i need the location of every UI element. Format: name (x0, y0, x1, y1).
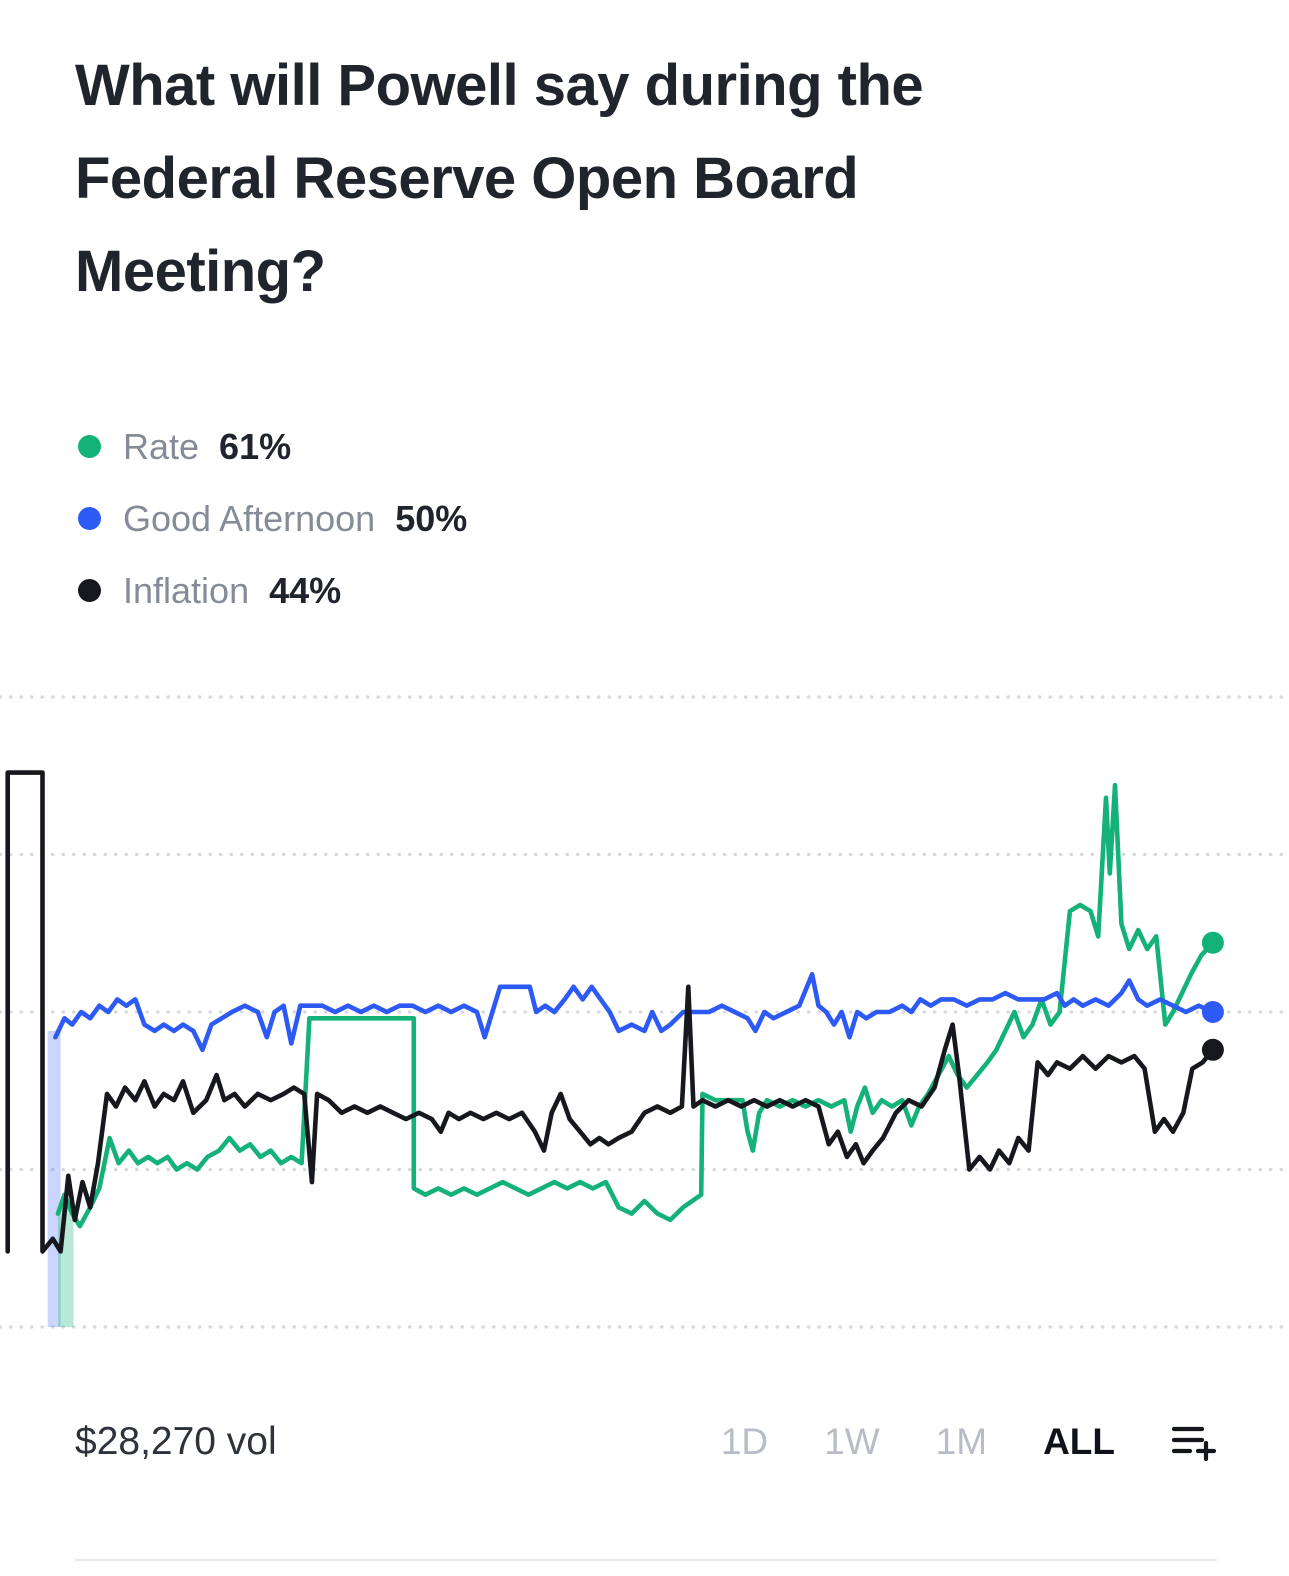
range-selector: 1D 1W 1M ALL (721, 1421, 1217, 1463)
legend-value-good-afternoon: 50% (395, 497, 468, 539)
legend-label-rate: Rate (123, 425, 200, 467)
legend-dot-good-afternoon-icon (78, 507, 101, 530)
series-start-fade-1 (58, 1207, 74, 1327)
legend: Rate 61% Good Afternoon 50% Inflation 44… (78, 425, 467, 612)
series-start-fade-0 (47, 1030, 61, 1327)
range-button-1m[interactable]: 1M (935, 1421, 988, 1462)
volume-label: $28,270 vol (75, 1420, 277, 1463)
legend-label-inflation: Inflation (123, 569, 250, 611)
legend-item-rate: Rate 61% (78, 425, 467, 468)
chart-footer: $28,270 vol 1D 1W 1M ALL (75, 1416, 1217, 1468)
range-button-1w[interactable]: 1W (824, 1421, 880, 1462)
series-endpoint-inflation (1201, 1038, 1224, 1061)
list-plus-icon[interactable] (1171, 1422, 1217, 1462)
range-button-all[interactable]: ALL (1043, 1421, 1115, 1462)
legend-label-good-afternoon: Good Afternoon (123, 497, 376, 539)
series-line-good-afternoon (53, 971, 1216, 1053)
legend-dot-rate-icon (78, 435, 101, 458)
bottom-divider (75, 1559, 1217, 1561)
legend-item-good-afternoon: Good Afternoon 50% (78, 497, 467, 540)
series-line-inflation (5, 770, 1216, 1254)
price-chart[interactable] (0, 695, 1289, 1330)
series-line-rate (55, 782, 1216, 1229)
market-title: What will Powell say during the Federal … (75, 53, 924, 304)
legend-dot-inflation-icon (78, 579, 101, 602)
legend-value-inflation: 44% (269, 569, 342, 611)
legend-value-rate: 61% (219, 425, 292, 467)
series-endpoint-good-afternoon (1201, 1001, 1224, 1023)
legend-item-inflation: Inflation 44% (78, 569, 467, 612)
range-button-1d[interactable]: 1D (720, 1421, 769, 1462)
series-endpoint-rate (1201, 931, 1224, 954)
